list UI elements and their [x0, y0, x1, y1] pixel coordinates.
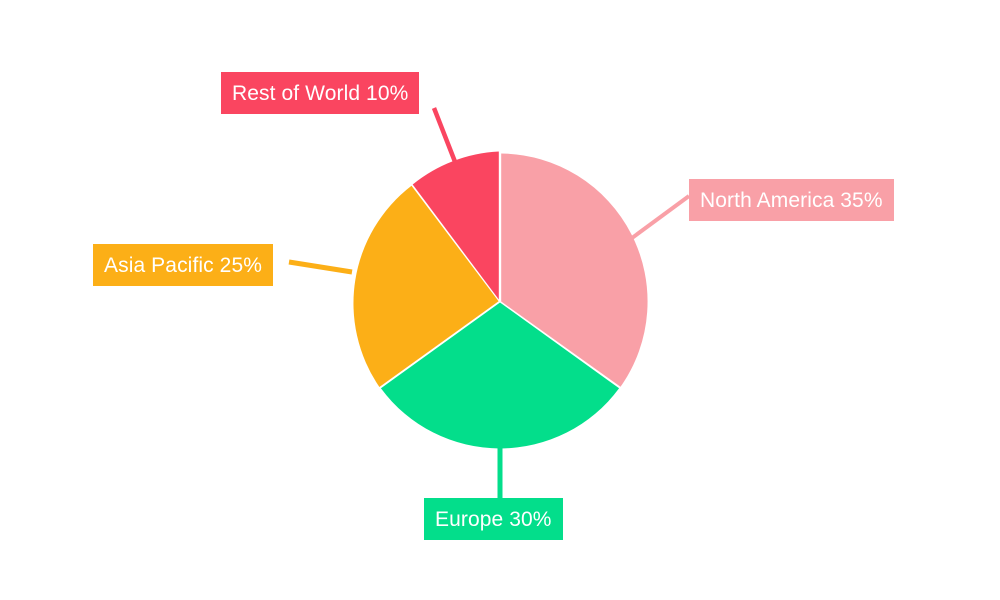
pie-label-asia-pacific[interactable]: Asia Pacific 25%: [93, 244, 274, 286]
pie-slice-rest-of-world: [412, 151, 499, 300]
pie-label-north-america[interactable]: North America 35%: [689, 179, 894, 221]
pie-label-europe[interactable]: Europe 30%: [424, 498, 563, 540]
pie-slice-asia-pacific: [353, 185, 499, 387]
leader-line-north-america: [630, 194, 691, 240]
leader-line-asia-pacific: [288, 259, 353, 275]
pie-slice-europe: [380, 302, 620, 449]
pie-label-rest-of-world[interactable]: Rest of World 10%: [221, 72, 420, 114]
pie-slice-north-america: [501, 153, 648, 387]
